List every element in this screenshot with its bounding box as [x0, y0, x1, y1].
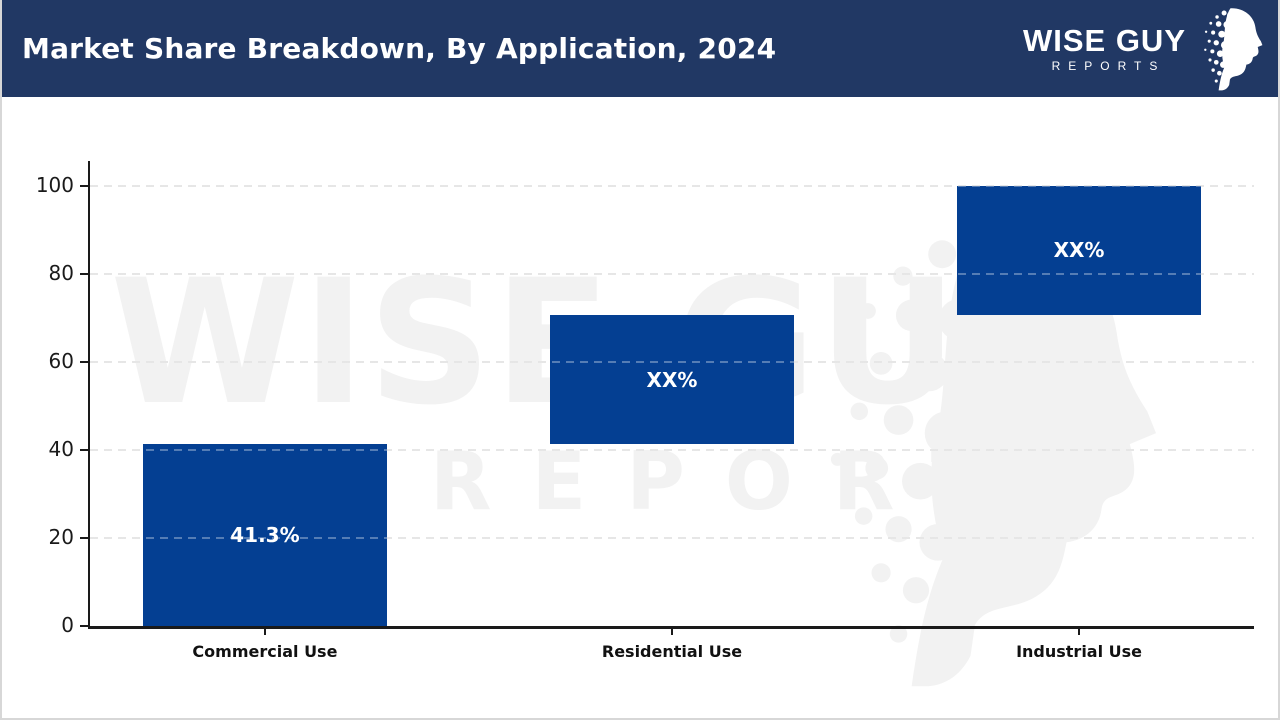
bar-segment-3: XX%	[957, 186, 1202, 315]
x-category-label: Industrial Use	[1016, 642, 1143, 661]
y-tick-label: 40	[48, 437, 74, 461]
y-tick-label: 60	[48, 349, 74, 373]
y-tick-mark	[80, 625, 88, 627]
x-tick-mark	[1078, 626, 1081, 635]
gridline-overlay	[90, 185, 1254, 187]
chart-title: Market Share Breakdown, By Application, …	[22, 32, 777, 65]
bar-value-label: 41.3%	[230, 523, 300, 548]
y-axis-line	[88, 161, 90, 628]
y-tick-mark	[80, 185, 88, 187]
x-category-label: Commercial Use	[192, 642, 338, 661]
logo-brand-name: WISE GUY	[1022, 23, 1186, 58]
y-tick-label: 20	[48, 525, 74, 549]
y-tick-mark	[80, 273, 88, 275]
gridline	[90, 537, 1254, 539]
x-tick-mark	[671, 626, 673, 635]
wiseguy-logo: WISE GUY REPORTS	[1023, 6, 1268, 92]
bar-segment-2: XX%	[550, 314, 794, 445]
y-tick-label: 100	[35, 173, 74, 197]
bar-value-label: XX%	[646, 367, 698, 392]
wiseguy-logo-text: WISE GUY REPORTS	[1023, 25, 1186, 72]
gridline	[90, 273, 1254, 275]
bar-segment-1: 41.3%	[142, 444, 387, 626]
wiseguy-face-dots-icon	[1204, 7, 1263, 90]
y-tick-mark	[80, 537, 88, 539]
gridline-overlay	[90, 273, 1254, 275]
bar-value-label: XX%	[1053, 238, 1105, 263]
gridline	[90, 185, 1254, 187]
y-tick-mark	[80, 449, 88, 451]
y-tick-label: 80	[48, 261, 74, 285]
gridline-overlay	[90, 537, 1254, 539]
gridline	[90, 449, 1254, 451]
x-tick-mark	[263, 626, 266, 635]
y-tick-label: 0	[61, 613, 74, 637]
header-bar: Market Share Breakdown, By Application, …	[2, 0, 1278, 97]
x-category-label: Residential Use	[601, 642, 743, 661]
gridline-overlay	[90, 449, 1254, 451]
logo-brand-subtitle: REPORTS	[1051, 59, 1166, 73]
gridline-overlay	[90, 361, 1254, 363]
plot-area: WISE GUY REPORTS 0 20 40 60 80 100 41.3% XX% XX%…	[2, 97, 1278, 718]
y-tick-mark	[80, 361, 88, 363]
